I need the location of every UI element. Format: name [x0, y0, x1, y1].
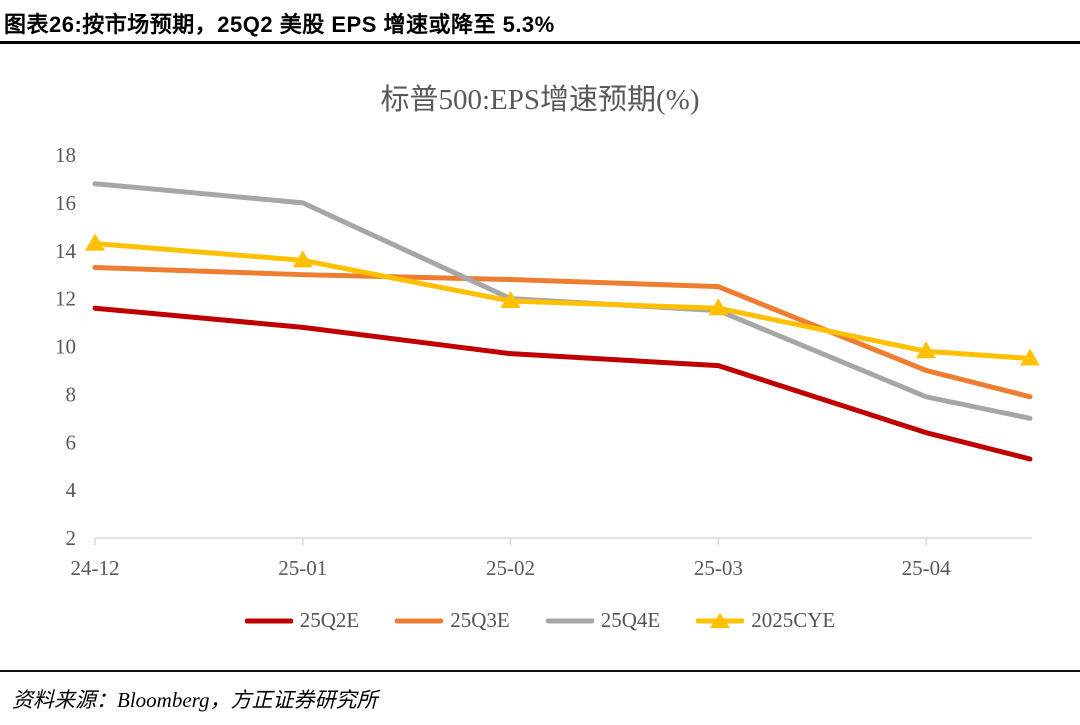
header-divider: [0, 41, 1080, 44]
legend-swatch-25Q4E: [545, 618, 594, 623]
marker-triangle-2025CYE: [708, 298, 729, 316]
y-axis-tick-label: 14: [55, 239, 77, 263]
marker-triangle-2025CYE: [1020, 348, 1040, 366]
legend-label-25Q2E: 25Q2E: [299, 608, 360, 632]
y-axis-tick-label: 18: [55, 143, 76, 167]
x-axis-tick-label: 24-12: [71, 556, 120, 580]
marker-triangle-2025CYE: [85, 233, 105, 251]
marker-triangle-2025CYE: [292, 250, 313, 268]
y-axis-tick-label: 4: [66, 478, 77, 502]
x-axis-tick-label: 25-01: [278, 556, 327, 580]
legend-item-2025CYE: 2025CYE: [696, 608, 835, 633]
legend-item-25Q4E: 25Q4E: [545, 608, 661, 633]
legend-swatch-25Q3E: [395, 618, 444, 623]
marker-triangle-2025CYE: [916, 341, 937, 359]
x-axis-tick-label: 25-02: [486, 556, 535, 580]
y-axis-tick-label: 16: [55, 191, 76, 215]
legend-label-25Q4E: 25Q4E: [600, 608, 661, 632]
legend-item-25Q2E: 25Q2E: [244, 608, 360, 633]
y-axis-tick-label: 2: [66, 526, 77, 550]
y-axis-tick-label: 10: [55, 335, 76, 359]
legend-marker-triangle: [710, 612, 731, 628]
legend-label-2025CYE: 2025CYE: [751, 608, 836, 632]
series-line-25Q2E: [92, 305, 1033, 462]
plot-area: 2 4 6 8 10 12 14 16 18 24-12 25-01 25-02 25-03 25-04: [55, 143, 1040, 580]
chart-legend: 25Q2E 25Q3E 25Q4E 2025CYE: [0, 608, 1080, 633]
legend-swatch-2025CYE: [696, 612, 745, 628]
legend-item-25Q3E: 25Q3E: [395, 608, 510, 633]
figure-caption: 图表26:按市场预期，25Q2 美股 EPS 增速或降至 5.3%: [4, 12, 555, 37]
chart-title: 标普500:EPS增速预期(%): [380, 84, 700, 116]
series-line-2025CYE: [92, 241, 1033, 361]
legend-label-25Q3E: 25Q3E: [450, 608, 510, 632]
y-axis-tick-label: 12: [55, 287, 76, 311]
legend-swatch-25Q2E: [244, 618, 293, 623]
y-axis-tick-label: 8: [66, 382, 77, 406]
y-axis-tick-label: 6: [66, 430, 77, 454]
x-axis-tick-label: 25-04: [902, 556, 951, 580]
marker-triangle-2025CYE: [500, 291, 521, 309]
source-note: 资料来源：Bloomberg，方正证券研究所: [12, 688, 378, 712]
series-line-25Q3E: [92, 265, 1033, 400]
x-axis-tick-label: 25-03: [694, 556, 743, 580]
footer-divider: [0, 670, 1080, 672]
